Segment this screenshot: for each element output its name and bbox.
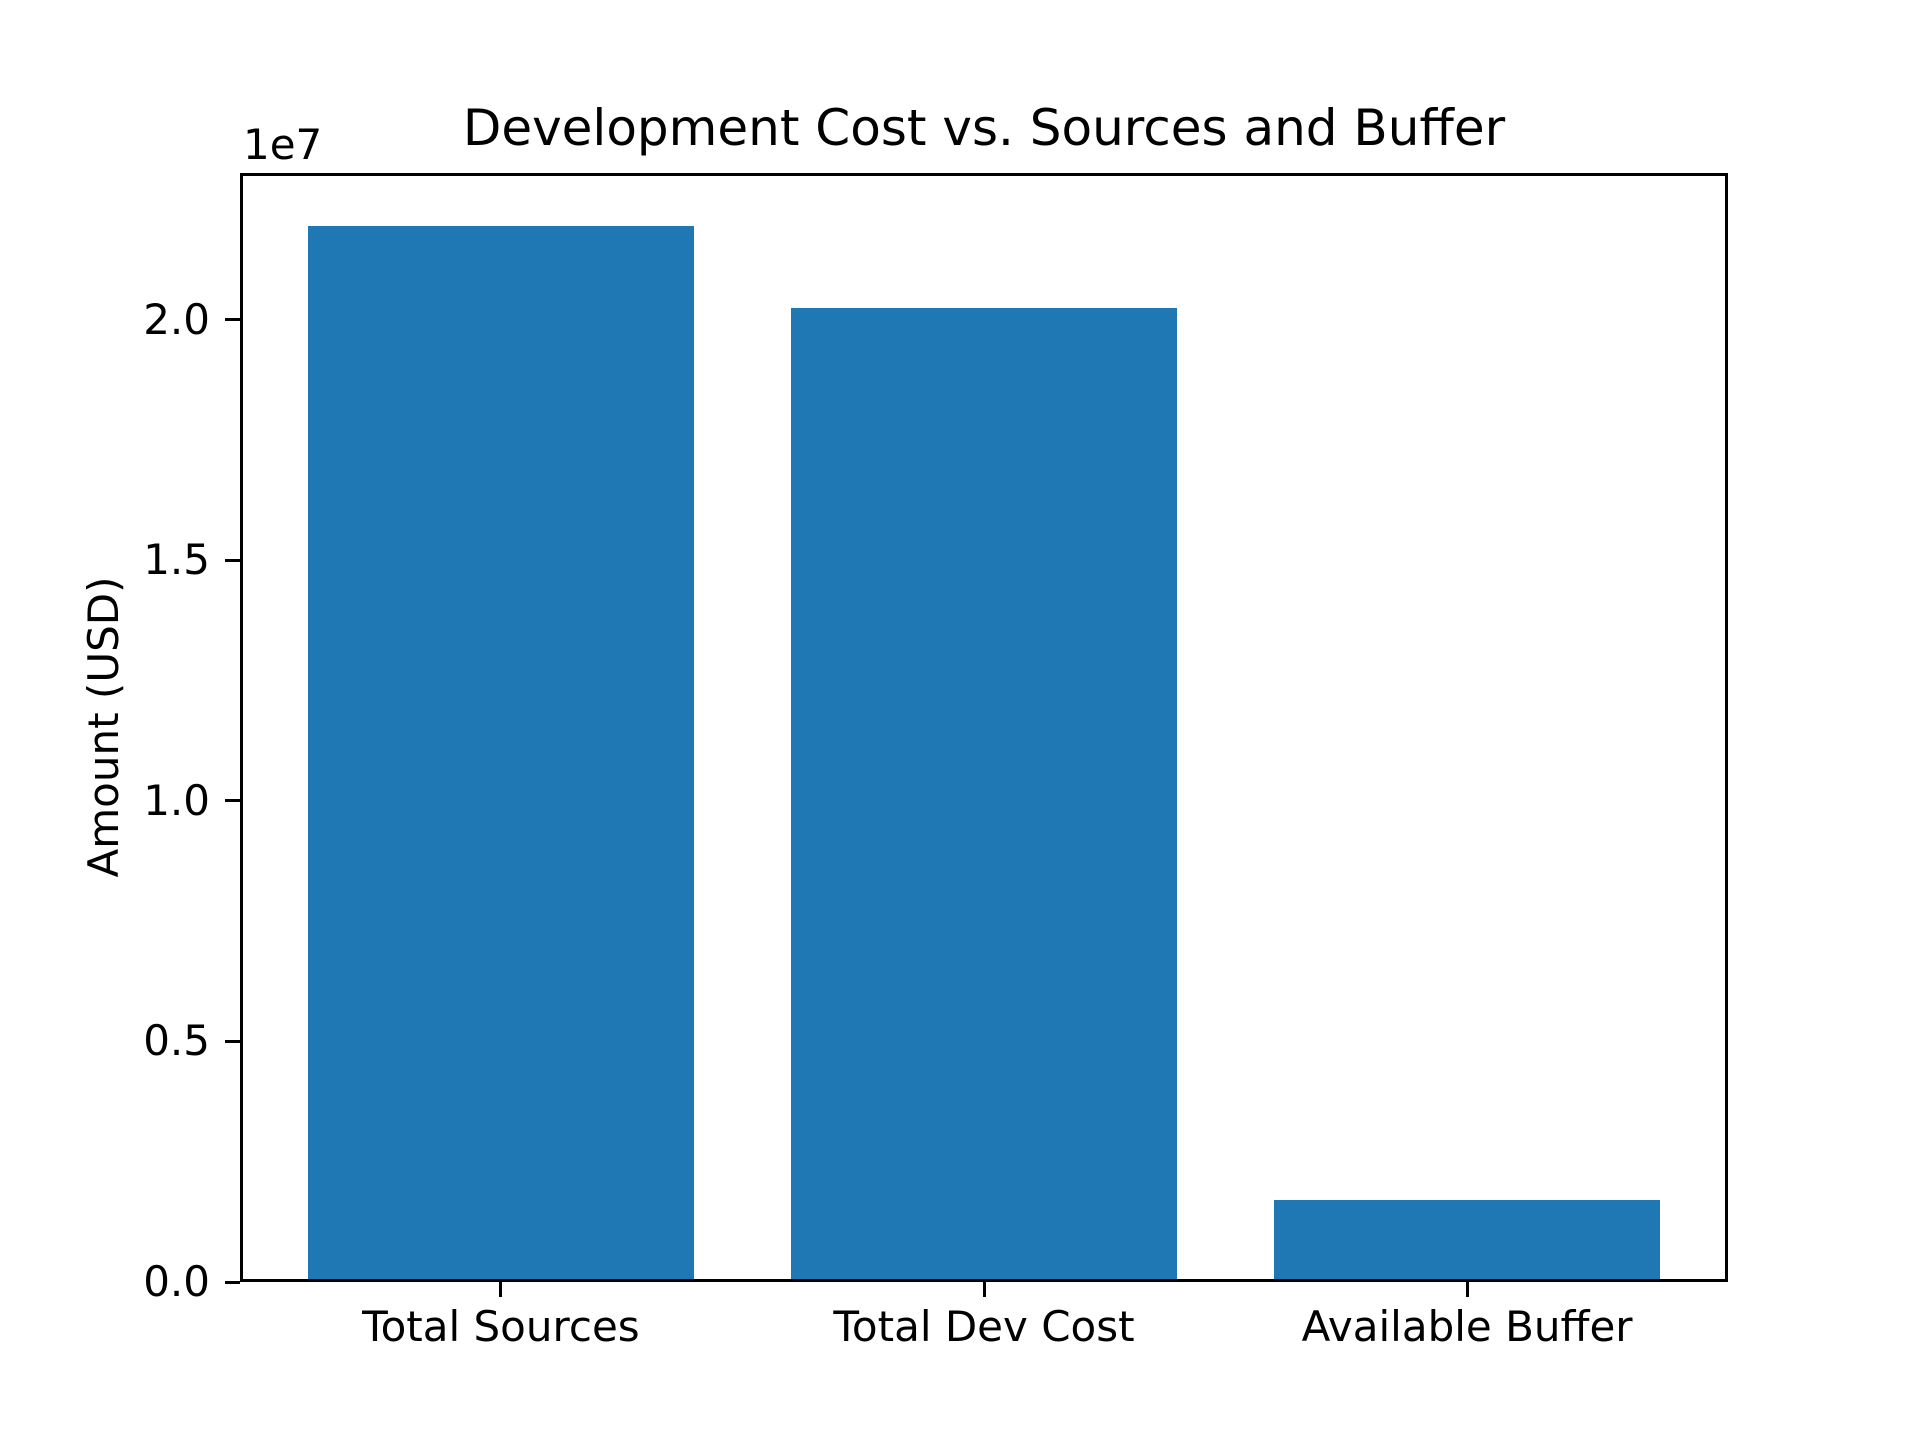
x-tick-label-total-sources: Total Sources: [362, 1302, 640, 1351]
bar-available-buffer: [1273, 1200, 1661, 1282]
y-tick-label-1.0: 1.0: [143, 775, 210, 825]
y-axis-label: Amount (USD): [79, 576, 128, 878]
x-tick-mark-available-buffer: [1465, 1282, 1469, 1297]
chart-title: Development Cost vs. Sources and Buffer: [462, 99, 1506, 157]
y-tick-mark-0.0: [225, 1280, 240, 1284]
x-tick-label-available-buffer: Available Buffer: [1301, 1302, 1633, 1351]
x-tick-mark-total-sources: [499, 1282, 503, 1297]
y-tick-mark-1.0: [225, 799, 240, 803]
x-tick-label-total-dev-cost: Total Dev Cost: [833, 1302, 1135, 1351]
plot-area: [240, 173, 1728, 1282]
bar-total-sources: [307, 225, 695, 1282]
y-tick-mark-2.0: [225, 318, 240, 322]
y-tick-mark-0.5: [225, 1039, 240, 1043]
y-tick-label-0.5: 0.5: [143, 1016, 210, 1066]
y-tick-label-1.5: 1.5: [143, 535, 210, 585]
bar-total-dev-cost: [790, 307, 1178, 1282]
x-tick-mark-total-dev-cost: [982, 1282, 986, 1297]
y-axis-offset-text: 1e7: [243, 120, 323, 169]
y-tick-label-0.0: 0.0: [143, 1257, 210, 1306]
y-tick-label-2.0: 2.0: [143, 294, 210, 344]
y-tick-mark-1.5: [225, 558, 240, 562]
